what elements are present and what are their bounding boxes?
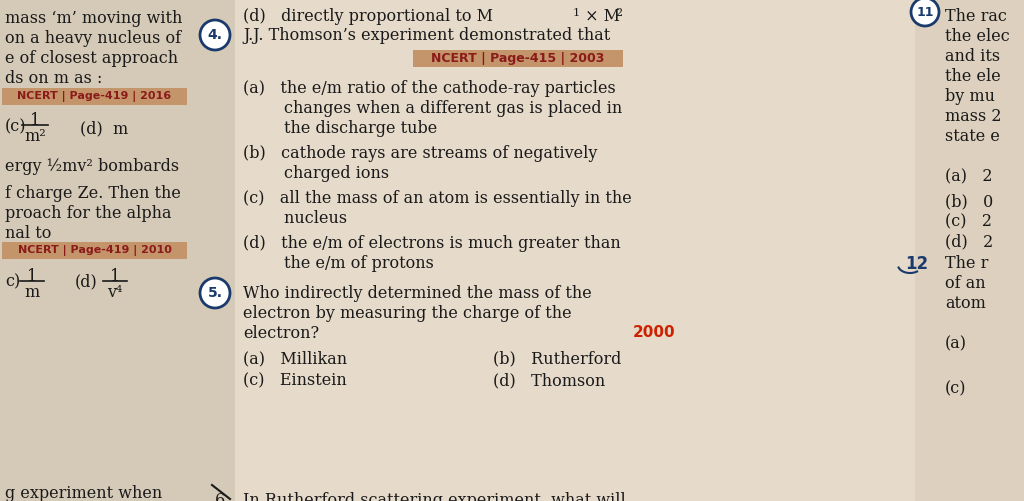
Text: (d)   the e/m of electrons is much greater than: (d) the e/m of electrons is much greater… (243, 235, 621, 252)
FancyBboxPatch shape (2, 242, 187, 259)
FancyBboxPatch shape (234, 0, 915, 501)
Text: (a)   the e/m ratio of the cathode-ray particles: (a) the e/m ratio of the cathode-ray par… (243, 80, 615, 97)
FancyBboxPatch shape (413, 50, 623, 67)
Text: charged ions: charged ions (243, 165, 389, 182)
Text: ergy ½mv² bombards: ergy ½mv² bombards (5, 158, 179, 175)
Text: (d)   Thomson: (d) Thomson (493, 372, 605, 389)
Text: mass ‘m’ moving with: mass ‘m’ moving with (5, 10, 182, 27)
Text: the ele: the ele (945, 68, 1000, 85)
Text: e of closest approach: e of closest approach (5, 50, 178, 67)
Text: nal to: nal to (5, 225, 51, 242)
Text: 4.: 4. (208, 28, 222, 42)
Text: the discharge tube: the discharge tube (243, 120, 437, 137)
Text: g experiment when: g experiment when (5, 485, 162, 501)
Text: The rac: The rac (945, 8, 1007, 25)
Text: 1: 1 (30, 112, 40, 129)
Text: (b)   0: (b) 0 (945, 193, 993, 210)
Text: ds on m as :: ds on m as : (5, 70, 102, 87)
Text: nucleus: nucleus (243, 210, 347, 227)
Text: 12: 12 (905, 255, 928, 273)
Text: 2000: 2000 (633, 325, 676, 340)
Text: (a): (a) (945, 335, 967, 352)
Text: 6: 6 (215, 492, 225, 501)
Text: 5.: 5. (208, 286, 222, 300)
Text: (d)   directly proportional to M: (d) directly proportional to M (243, 8, 493, 25)
Text: m²: m² (25, 128, 46, 145)
FancyBboxPatch shape (915, 0, 1024, 501)
Text: NCERT | Page-419 | 2010: NCERT | Page-419 | 2010 (17, 245, 171, 256)
Text: proach for the alpha: proach for the alpha (5, 205, 171, 222)
Text: mass 2: mass 2 (945, 108, 1001, 125)
Text: (d)   2: (d) 2 (945, 233, 993, 250)
Text: f charge Ze. Then the: f charge Ze. Then the (5, 185, 181, 202)
Text: 11: 11 (916, 6, 934, 19)
Text: × M: × M (580, 8, 620, 25)
Text: of an: of an (945, 275, 986, 292)
Text: The r: The r (945, 255, 988, 272)
Text: 1: 1 (110, 268, 120, 285)
Text: 2: 2 (615, 8, 623, 18)
Text: J.J. Thomson’s experiment demonstrated that: J.J. Thomson’s experiment demonstrated t… (243, 27, 610, 44)
FancyBboxPatch shape (0, 0, 234, 501)
Text: (d)  m: (d) m (80, 120, 128, 137)
Text: electron by measuring the charge of the: electron by measuring the charge of the (243, 305, 571, 322)
Text: (d): (d) (75, 273, 97, 290)
Text: (c)   2: (c) 2 (945, 213, 992, 230)
FancyBboxPatch shape (2, 88, 187, 105)
Text: (c)   all the mass of an atom is essentially in the: (c) all the mass of an atom is essential… (243, 190, 632, 207)
Text: changes when a different gas is placed in: changes when a different gas is placed i… (243, 100, 623, 117)
Circle shape (200, 20, 230, 50)
Text: (a)   Millikan: (a) Millikan (243, 350, 347, 367)
Text: m: m (25, 284, 40, 301)
Text: In Rutherford scattering experiment, what will: In Rutherford scattering experiment, wha… (243, 492, 626, 501)
Text: state e: state e (945, 128, 999, 145)
Text: (b)   Rutherford: (b) Rutherford (493, 350, 622, 367)
Text: NCERT | Page-415 | 2003: NCERT | Page-415 | 2003 (431, 52, 605, 65)
Text: and its: and its (945, 48, 1000, 65)
Text: (c): (c) (5, 118, 27, 135)
Text: v⁴: v⁴ (108, 284, 123, 301)
Text: electron?: electron? (243, 325, 319, 342)
Text: by mu: by mu (945, 88, 995, 105)
Text: 1: 1 (27, 268, 37, 285)
Text: the elec: the elec (945, 28, 1010, 45)
Circle shape (911, 0, 939, 26)
Text: atom: atom (945, 295, 986, 312)
Text: on a heavy nucleus of: on a heavy nucleus of (5, 30, 181, 47)
Text: NCERT | Page-419 | 2016: NCERT | Page-419 | 2016 (17, 91, 172, 102)
Text: Who indirectly determined the mass of the: Who indirectly determined the mass of th… (243, 285, 592, 302)
Text: c): c) (5, 273, 20, 290)
Text: (c): (c) (945, 380, 967, 397)
Circle shape (200, 278, 230, 308)
Text: (c)   Einstein: (c) Einstein (243, 372, 347, 389)
Text: (a)   2: (a) 2 (945, 168, 992, 185)
Text: (b)   cathode rays are streams of negatively: (b) cathode rays are streams of negative… (243, 145, 597, 162)
Text: the e/m of protons: the e/m of protons (243, 255, 434, 272)
Text: 1: 1 (573, 8, 581, 18)
